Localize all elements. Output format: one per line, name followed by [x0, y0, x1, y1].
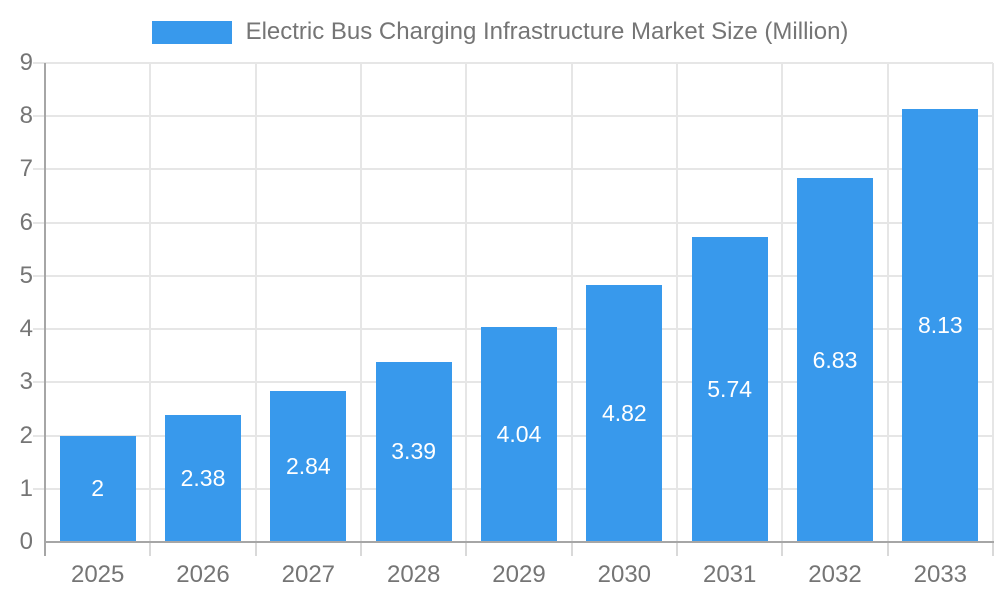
gridline-vertical: [992, 63, 994, 542]
gridline-vertical: [465, 63, 468, 542]
x-axis-tick: [360, 542, 362, 556]
y-tick-label: 5: [19, 261, 33, 289]
bar-2028: 3.39: [375, 361, 452, 542]
bar-value-label: 8.13: [917, 312, 963, 339]
x-tick-label: 2031: [702, 561, 757, 588]
bar-2025: 2: [59, 435, 136, 542]
gridline-horizontal: [33, 221, 993, 224]
y-tick-label: 7: [19, 155, 33, 183]
x-tick-label: 2025: [70, 561, 125, 588]
bar-2031: 5.74: [691, 236, 768, 542]
gridline-vertical: [360, 63, 362, 542]
x-axis-tick: [992, 542, 994, 556]
gridline-horizontal: [33, 274, 993, 277]
x-tick-label: 2032: [808, 561, 862, 588]
bar-value-label: 4.04: [496, 420, 542, 447]
bar-value-label: 3.39: [391, 438, 437, 465]
bar-2032: 6.83: [797, 178, 873, 542]
y-tick-label: 8: [19, 102, 33, 130]
gridline-horizontal: [33, 115, 993, 118]
gridline-horizontal: [33, 168, 993, 171]
bar-2033: 8.13: [902, 109, 979, 542]
y-tick-label: 0: [19, 528, 33, 555]
legend-swatch: [151, 20, 232, 44]
y-tick-label: 6: [19, 208, 33, 236]
gridline-vertical: [676, 63, 678, 542]
x-tick-label: 2033: [913, 561, 968, 588]
legend-label: Electric Bus Charging Infrastructure Mar…: [245, 18, 849, 45]
x-axis-tick: [465, 542, 468, 556]
y-tick-label: 2: [19, 421, 33, 449]
x-tick-label: 2027: [281, 561, 336, 588]
x-axis-tick: [570, 542, 573, 556]
y-tick-label: 9: [19, 49, 33, 76]
bar-value-label: 4.82: [601, 400, 647, 427]
x-axis-line: [44, 541, 994, 543]
gridline-vertical: [570, 63, 573, 542]
legend-item[interactable]: Electric Bus Charging Infrastructure Mar…: [0, 17, 1000, 47]
bar-value-label: 6.83: [812, 346, 858, 373]
bar-2029: 4.04: [481, 326, 557, 542]
gridline-vertical: [781, 63, 784, 542]
gridline-vertical: [886, 63, 889, 542]
x-axis-tick: [676, 542, 678, 556]
bar-value-label: 2.84: [285, 452, 331, 479]
y-axis-line: [44, 63, 46, 556]
x-axis-tick: [149, 542, 152, 556]
x-tick-label: 2029: [492, 561, 546, 588]
x-axis-tick: [781, 542, 784, 556]
bar-2030: 4.82: [586, 285, 663, 542]
x-axis-tick: [886, 542, 889, 556]
bar-value-label: 5.74: [707, 375, 753, 402]
x-tick-label: 2026: [176, 561, 230, 588]
x-tick-label: 2030: [597, 561, 652, 588]
bar-2026: 2.38: [165, 415, 241, 542]
y-tick-label: 1: [19, 474, 33, 502]
y-tick-label: 3: [19, 368, 33, 396]
gridline-horizontal: [33, 62, 993, 64]
x-tick-label: 2028: [386, 561, 441, 588]
bar-value-label: 2: [91, 475, 105, 502]
gridline-vertical: [149, 63, 152, 542]
gridline-vertical: [254, 63, 257, 542]
x-axis-tick: [254, 542, 257, 556]
y-tick-label: 4: [19, 315, 33, 343]
bar-2027: 2.84: [270, 390, 347, 542]
bar-value-label: 2.38: [180, 465, 226, 492]
